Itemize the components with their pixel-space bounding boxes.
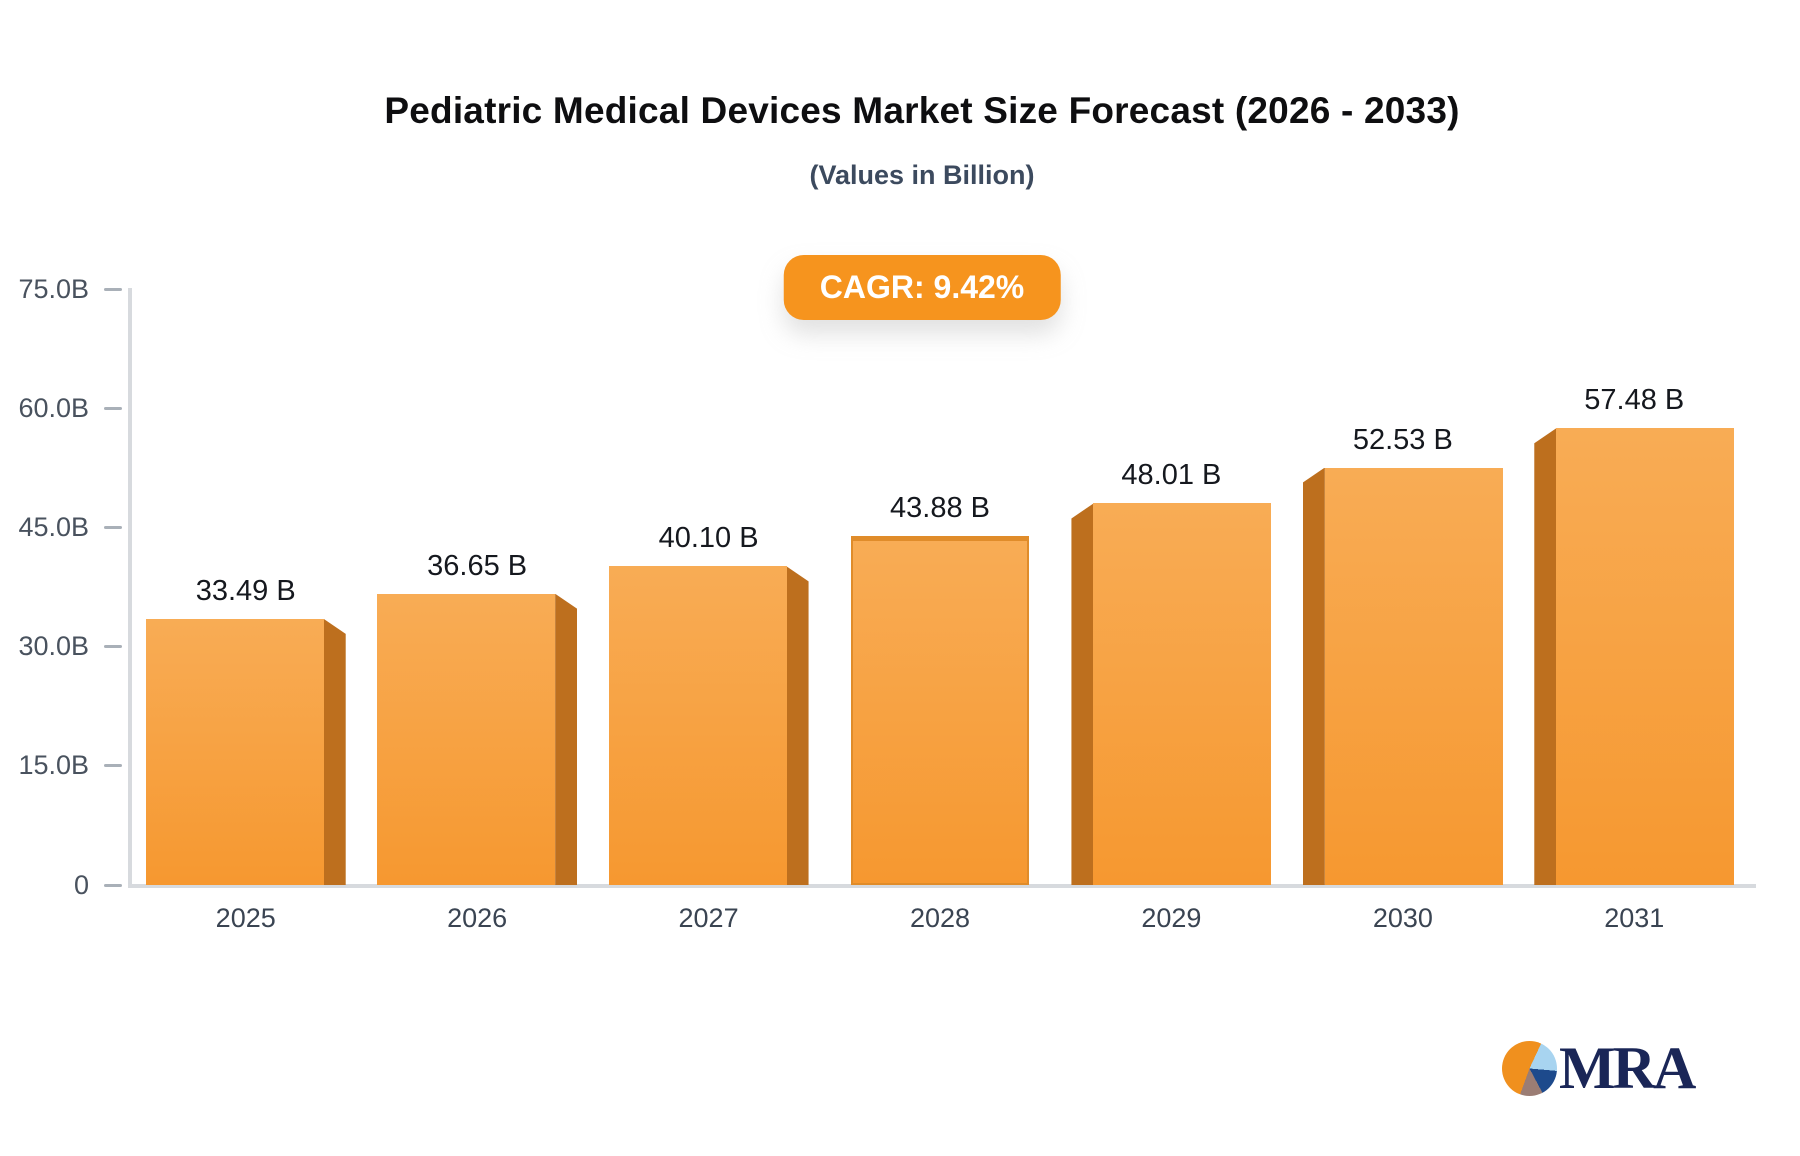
mra-logo: MRA [1502,1035,1696,1101]
x-tick-label-2028: 2028 [909,903,971,933]
y-tick-30.0B: 30.0B [0,631,122,663]
bar-value-label: 52.53 B [1352,423,1453,456]
y-tick-45.0B: 45.0B [0,511,122,543]
bar-2026: 36.65 B [377,550,578,885]
bar-2028: 43.88 B [840,492,1040,885]
y-tick-0: 0 [0,869,122,901]
bar-face [851,536,1029,885]
bar-face [1324,467,1503,885]
bar-value-label: 43.88 B [890,492,990,525]
bar-face [1093,503,1272,885]
x-tick-label-2031: 2031 [1604,903,1665,933]
bar-value-label: 33.49 B [195,574,296,607]
x-tick-label-2029: 2029 [1141,903,1202,933]
bar-2025: 33.49 B [145,575,346,885]
logo-text: MRA [1559,1035,1696,1101]
bar-face [377,593,556,885]
x-tick-label-2026: 2026 [447,903,508,933]
bar-3d-side [555,593,578,885]
bar-3d-side [786,566,809,885]
bar-value-label: 36.65 B [427,549,528,582]
cagr-badge: CAGR: 9.42% [783,255,1061,320]
y-axis-line [128,288,132,886]
y-tick-60.0B: 60.0B [0,392,122,424]
y-tick-75.0B: 75.0B [0,273,122,305]
bar-face [145,618,324,885]
x-tick-label-2027: 2027 [678,903,739,933]
y-tick-mark [104,525,122,529]
bar-value-label: 40.10 B [658,522,759,555]
bar-3d-side [1302,467,1325,885]
x-tick-label-2030: 2030 [1372,903,1433,933]
y-tick-label: 30.0B [18,631,89,662]
y-tick-label: 75.0B [18,273,89,304]
x-axis-line [128,884,1756,888]
y-tick-mark [104,406,122,410]
bar-2030: 52.53 B [1302,424,1503,885]
y-tick-label: 45.0B [18,511,89,542]
x-tick-label-2025: 2025 [215,903,276,933]
y-tick-label: 0 [73,869,89,900]
bar-3d-side [1071,503,1094,885]
y-tick-mark [104,883,122,887]
bar-2031: 57.48 B [1534,384,1735,885]
bar-face [1556,428,1735,885]
bar-2029: 48.01 B [1071,459,1272,885]
y-tick-mark [104,764,122,768]
y-tick-mark [104,645,122,649]
chart-subtitle: (Values in Billion) [809,160,1035,190]
bar-value-label: 48.01 B [1121,459,1222,492]
bar-2027: 40.10 B [608,522,809,885]
y-tick-mark [104,287,122,291]
y-tick-label: 15.0B [18,750,89,781]
bar-3d-side [1534,428,1557,885]
y-tick-15.0B: 15.0B [0,750,122,782]
bar-3d-side [323,618,346,885]
bar-face [608,566,787,885]
bar-value-label: 57.48 B [1584,384,1685,417]
pie-chart-logo-icon [1502,1040,1557,1096]
chart-title: Pediatric Medical Devices Market Size Fo… [384,90,1460,131]
y-tick-label: 60.0B [18,392,89,423]
